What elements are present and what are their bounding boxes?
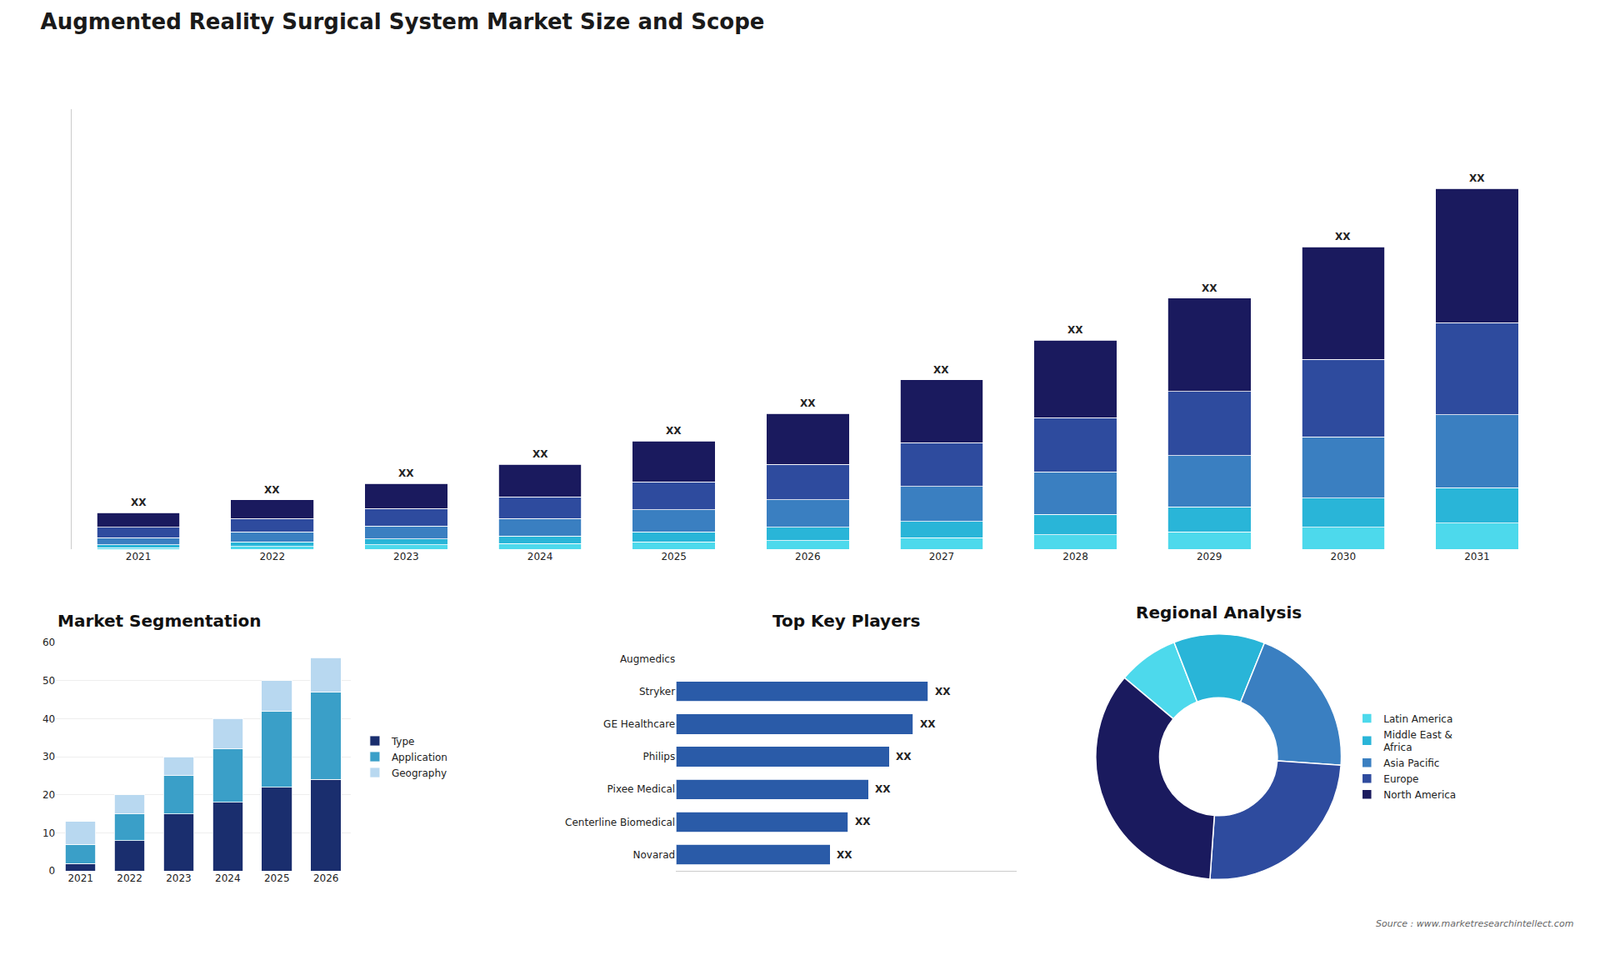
svg-text:Centerline Biomedical: Centerline Biomedical — [565, 816, 675, 829]
svg-text:2027: 2027 — [929, 550, 955, 563]
svg-text:10: 10 — [42, 827, 55, 840]
svg-text:XX: XX — [1335, 230, 1351, 243]
svg-text:Pixee Medical: Pixee Medical — [607, 783, 676, 795]
svg-text:Source : www.marketresearchint: Source : www.marketresearchintellect.com — [1375, 918, 1574, 930]
svg-text:2024: 2024 — [527, 550, 554, 563]
svg-text:Latin America: Latin America — [1383, 713, 1453, 725]
svg-text:XX: XX — [264, 484, 280, 496]
svg-text:North America: North America — [1383, 789, 1456, 801]
svg-text:20: 20 — [42, 789, 55, 801]
svg-text:Geography: Geography — [391, 767, 447, 780]
svg-text:Augmedics: Augmedics — [620, 653, 675, 665]
svg-text:XX: XX — [935, 685, 951, 698]
svg-text:GE Healthcare: GE Healthcare — [603, 718, 675, 730]
svg-text:2023: 2023 — [393, 550, 420, 563]
svg-text:2022: 2022 — [116, 872, 143, 885]
svg-text:60: 60 — [42, 636, 55, 649]
svg-text:50: 50 — [42, 675, 55, 687]
svg-text:Market Segmentation: Market Segmentation — [57, 610, 262, 631]
svg-text:Philips: Philips — [642, 750, 675, 763]
svg-text:2026: 2026 — [795, 550, 821, 563]
svg-text:2030: 2030 — [1330, 550, 1357, 563]
svg-text:Novarad: Novarad — [633, 849, 676, 861]
svg-text:2023: 2023 — [165, 872, 192, 885]
svg-text:XX: XX — [665, 425, 682, 437]
svg-text:XX: XX — [1067, 324, 1084, 336]
svg-text:2026: 2026 — [313, 872, 340, 885]
svg-text:Europe: Europe — [1383, 773, 1419, 785]
svg-text:2031: 2031 — [1464, 550, 1490, 563]
svg-text:Application: Application — [391, 751, 448, 764]
svg-text:40: 40 — [42, 713, 55, 725]
svg-text:2025: 2025 — [264, 872, 290, 885]
svg-text:2029: 2029 — [1196, 550, 1223, 563]
svg-text:Stryker: Stryker — [639, 685, 675, 698]
svg-text:XX: XX — [895, 750, 912, 763]
svg-text:XX: XX — [800, 397, 816, 410]
svg-text:Top Key Players: Top Key Players — [772, 610, 920, 631]
svg-text:Asia Pacific: Asia Pacific — [1383, 757, 1440, 770]
svg-text:2025: 2025 — [660, 550, 687, 563]
svg-text:XX: XX — [398, 467, 415, 480]
svg-text:30: 30 — [42, 750, 55, 763]
svg-text:2021: 2021 — [67, 872, 94, 885]
svg-text:XX: XX — [130, 496, 147, 509]
svg-text:Augmented Reality Surgical Sys: Augmented Reality Surgical System Market… — [40, 9, 765, 35]
svg-text:2022: 2022 — [259, 550, 285, 563]
svg-text:Middle East &Africa: Middle East &Africa — [1383, 729, 1453, 755]
svg-text:XX: XX — [875, 783, 891, 795]
svg-text:Type: Type — [390, 735, 415, 748]
svg-text:XX: XX — [836, 849, 853, 861]
svg-text:XX: XX — [855, 815, 871, 828]
svg-text:0: 0 — [49, 865, 56, 877]
svg-text:XX: XX — [1201, 282, 1218, 295]
svg-text:2024: 2024 — [215, 872, 241, 885]
svg-text:XX: XX — [532, 448, 549, 460]
svg-text:XX: XX — [933, 364, 950, 376]
svg-text:Regional Analysis: Regional Analysis — [1135, 602, 1302, 623]
svg-text:2028: 2028 — [1062, 550, 1089, 563]
svg-text:XX: XX — [1469, 172, 1485, 185]
svg-text:2021: 2021 — [125, 550, 152, 563]
svg-text:XX: XX — [920, 718, 936, 730]
